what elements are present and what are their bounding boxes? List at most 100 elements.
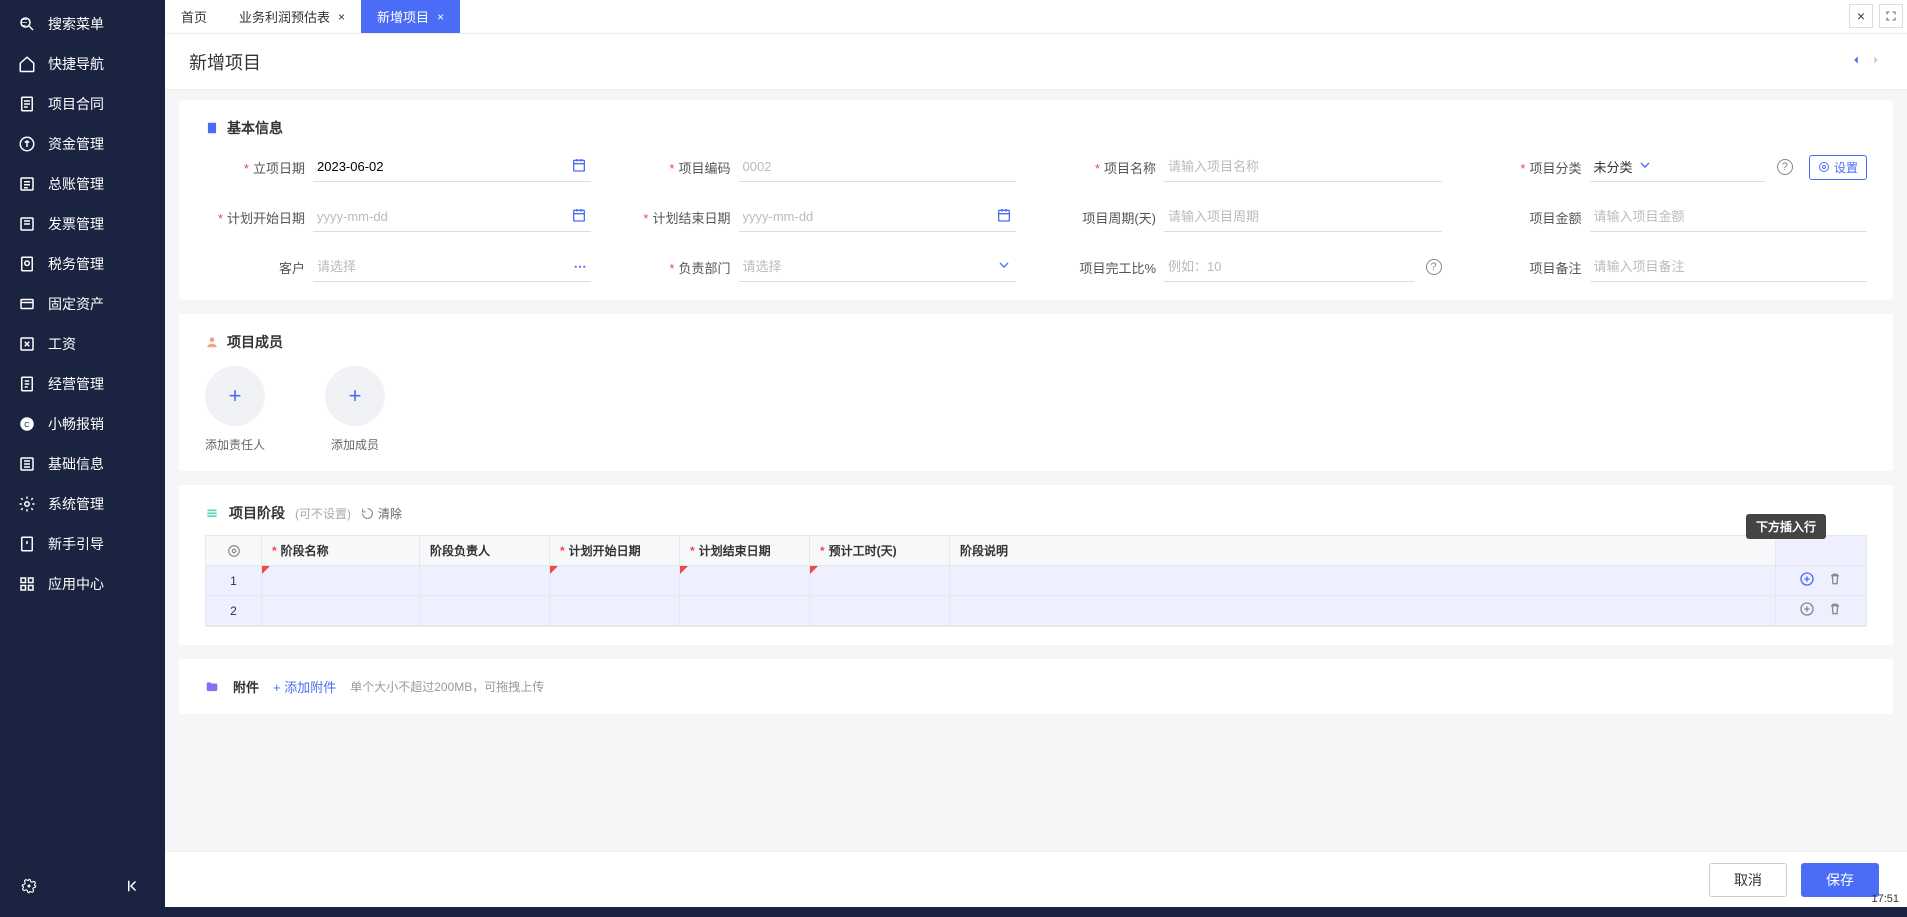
help-icon[interactable]: ? bbox=[1426, 259, 1442, 275]
tooltip: 下方插入行 bbox=[1746, 514, 1826, 539]
save-button[interactable]: 保存 bbox=[1801, 863, 1879, 897]
delete-row-icon[interactable] bbox=[1827, 601, 1843, 620]
create-date-input[interactable] bbox=[313, 152, 591, 182]
clear-stages-button[interactable]: 清除 bbox=[361, 505, 402, 522]
field-label: 客户 bbox=[279, 261, 305, 276]
cancel-button[interactable]: 取消 bbox=[1709, 863, 1787, 897]
table-row[interactable]: 1 bbox=[206, 566, 1866, 596]
sidebar-item-label: 快捷导航 bbox=[48, 54, 104, 74]
sidebar-item-search[interactable]: 搜索菜单 bbox=[0, 4, 165, 44]
sidebar-item-funds[interactable]: 资金管理 bbox=[0, 124, 165, 164]
stage-owner-cell[interactable] bbox=[420, 566, 550, 596]
sidebar-item-tax[interactable]: 税务管理 bbox=[0, 244, 165, 284]
sidebar-item-label: 工资 bbox=[48, 334, 76, 354]
tab-new-project[interactable]: 新增项目 × bbox=[361, 0, 460, 33]
stage-owner-cell[interactable] bbox=[420, 596, 550, 626]
sidebar-item-label: 发票管理 bbox=[48, 214, 104, 234]
remark-input[interactable] bbox=[1590, 252, 1868, 282]
stage-hours-cell[interactable] bbox=[810, 566, 950, 596]
row-index: 2 bbox=[206, 596, 262, 626]
stage-name-cell[interactable] bbox=[262, 566, 420, 596]
settings-button[interactable]: 设置 bbox=[1809, 155, 1867, 180]
add-member-button[interactable]: + bbox=[325, 366, 385, 426]
section-title: 基本信息 bbox=[227, 118, 283, 138]
members-panel: 项目成员 + 添加责任人 + 添加成员 bbox=[179, 314, 1893, 471]
settings-icon[interactable] bbox=[20, 877, 40, 897]
help-icon[interactable]: ? bbox=[1777, 159, 1793, 175]
sidebar-item-home[interactable]: 快捷导航 bbox=[0, 44, 165, 84]
apps-icon bbox=[18, 575, 36, 593]
sidebar-item-ledger[interactable]: 总账管理 bbox=[0, 164, 165, 204]
svg-text:C: C bbox=[24, 420, 30, 429]
col-header: 阶段说明 bbox=[960, 542, 1008, 559]
tab-label: 新增项目 bbox=[377, 7, 429, 26]
sidebar-item-contract[interactable]: 项目合同 bbox=[0, 84, 165, 124]
field-label: 项目备注 bbox=[1529, 261, 1581, 276]
close-icon[interactable]: × bbox=[437, 10, 444, 24]
dept-select[interactable] bbox=[739, 252, 1017, 282]
sidebar-item-label: 经营管理 bbox=[48, 374, 104, 394]
col-header: 预计工时(天) bbox=[829, 542, 897, 559]
sidebar-item-salary[interactable]: 工资 bbox=[0, 324, 165, 364]
tax-icon bbox=[18, 255, 36, 273]
section-title: 项目阶段 bbox=[229, 503, 285, 523]
table-row[interactable]: 2 bbox=[206, 596, 1866, 626]
cycle-input[interactable] bbox=[1164, 202, 1442, 232]
sidebar-item-asset[interactable]: 固定资产 bbox=[0, 284, 165, 324]
prev-icon[interactable] bbox=[1849, 51, 1863, 72]
close-window-button[interactable]: × bbox=[1849, 4, 1873, 28]
tab-profit[interactable]: 业务利润预估表× bbox=[223, 0, 361, 33]
sidebar-item-label: 项目合同 bbox=[48, 94, 104, 114]
window-controls: × bbox=[1845, 0, 1907, 32]
sidebar-item-label: 搜索菜单 bbox=[48, 14, 104, 34]
close-icon[interactable]: × bbox=[338, 10, 345, 24]
sidebar-item-guide[interactable]: 新手引导 bbox=[0, 524, 165, 564]
sidebar-item-expense[interactable]: C小畅报销 bbox=[0, 404, 165, 444]
chevron-down-icon[interactable] bbox=[996, 257, 1012, 276]
stage-desc-cell[interactable] bbox=[950, 596, 1776, 626]
sidebar-item-invoice[interactable]: 发票管理 bbox=[0, 204, 165, 244]
add-attachment-link[interactable]: + 添加附件 bbox=[273, 677, 336, 696]
stage-start-cell[interactable] bbox=[550, 566, 680, 596]
insert-row-icon[interactable] bbox=[1799, 601, 1815, 620]
add-owner-button[interactable]: + bbox=[205, 366, 265, 426]
complete-pct-input[interactable] bbox=[1164, 252, 1414, 282]
sidebar-item-system[interactable]: 系统管理 bbox=[0, 484, 165, 524]
sidebar-item-info[interactable]: 基础信息 bbox=[0, 444, 165, 484]
stage-desc-cell[interactable] bbox=[950, 566, 1776, 596]
stage-end-cell[interactable] bbox=[680, 566, 810, 596]
category-select[interactable]: 未分类 bbox=[1590, 152, 1765, 182]
col-header: 阶段负责人 bbox=[430, 542, 490, 559]
gear-icon[interactable] bbox=[227, 544, 241, 558]
more-icon[interactable]: ⋯ bbox=[574, 259, 587, 275]
delete-row-icon[interactable] bbox=[1827, 571, 1843, 590]
expense-icon: C bbox=[18, 415, 36, 433]
next-icon[interactable] bbox=[1869, 51, 1883, 72]
sidebar-item-label: 新手引导 bbox=[48, 534, 104, 554]
plan-end-input[interactable] bbox=[739, 202, 1017, 232]
code-input[interactable] bbox=[739, 152, 1017, 182]
guide-icon bbox=[18, 535, 36, 553]
sidebar-item-label: 税务管理 bbox=[48, 254, 104, 274]
stage-start-cell[interactable] bbox=[550, 596, 680, 626]
stage-hours-cell[interactable] bbox=[810, 596, 950, 626]
name-input[interactable] bbox=[1164, 152, 1442, 182]
fullscreen-button[interactable] bbox=[1879, 4, 1903, 28]
stage-end-cell[interactable] bbox=[680, 596, 810, 626]
calendar-icon[interactable] bbox=[996, 207, 1012, 226]
insert-row-icon[interactable] bbox=[1799, 571, 1815, 590]
stage-name-cell[interactable] bbox=[262, 596, 420, 626]
calendar-icon[interactable] bbox=[571, 207, 587, 226]
sidebar-item-label: 总账管理 bbox=[48, 174, 104, 194]
plan-start-input[interactable] bbox=[313, 202, 591, 232]
sidebar-item-biz[interactable]: 经营管理 bbox=[0, 364, 165, 404]
amount-input[interactable] bbox=[1590, 202, 1868, 232]
tab-home[interactable]: 首页 bbox=[165, 0, 223, 33]
wallet-icon bbox=[18, 135, 36, 153]
sidebar-item-label: 应用中心 bbox=[48, 574, 104, 594]
sidebar-item-apps[interactable]: 应用中心 bbox=[0, 564, 165, 604]
collapse-icon[interactable] bbox=[125, 877, 145, 897]
chevron-down-icon[interactable] bbox=[1637, 157, 1653, 176]
customer-select[interactable]: ⋯ bbox=[313, 252, 591, 282]
calendar-icon[interactable] bbox=[571, 157, 587, 176]
